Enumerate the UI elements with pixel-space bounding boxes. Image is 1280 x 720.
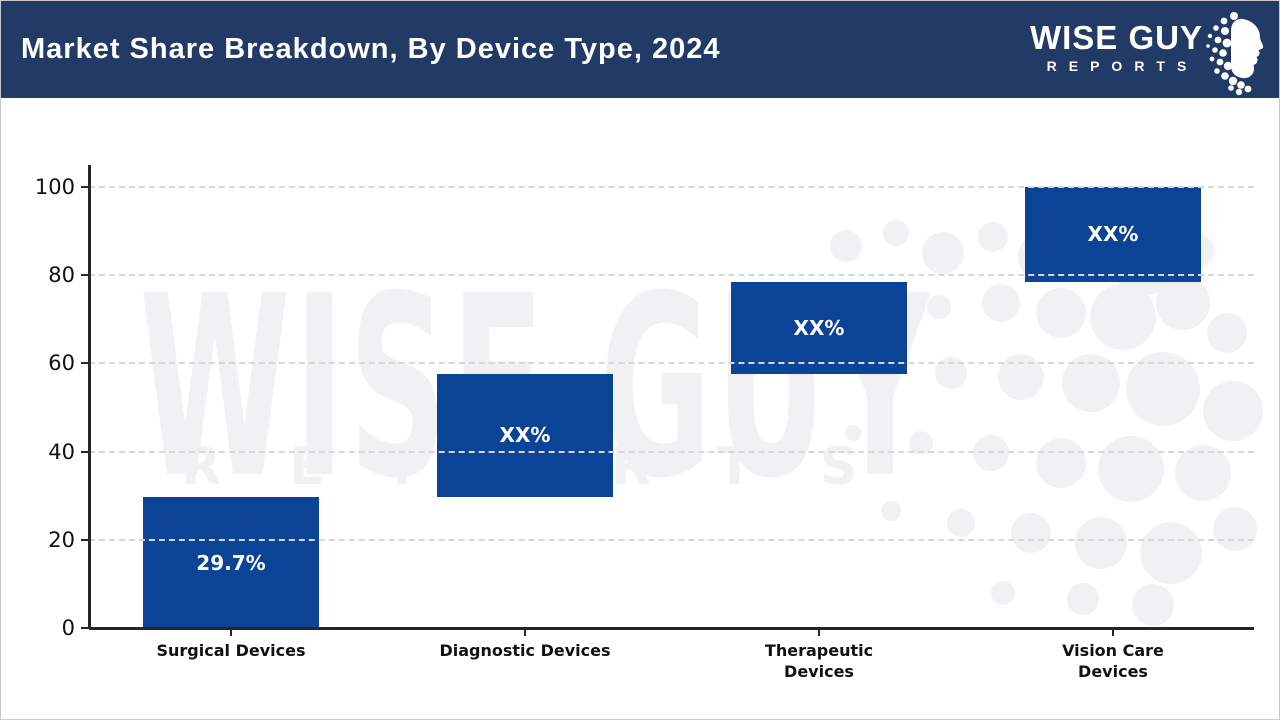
x-tick-label-line: Vision Care — [1062, 641, 1164, 660]
x-tick-label: Surgical Devices — [84, 640, 378, 661]
y-tick-mark — [81, 538, 88, 541]
x-tick-label-line: Diagnostic Devices — [439, 641, 611, 660]
x-tick-label-line: Therapeutic — [764, 641, 874, 660]
y-tick-label: 100 — [34, 175, 75, 199]
x-tick-label: Vision Care Devices — [966, 640, 1260, 682]
y-tick-mark — [81, 274, 88, 277]
bar-segment — [143, 497, 319, 628]
bar-value-label: XX% — [793, 315, 845, 340]
y-tick-label: 0 — [61, 616, 75, 640]
gridline — [89, 538, 1254, 541]
y-tick-label: 40 — [48, 439, 75, 464]
x-tick-label-line: Surgical Devices — [156, 641, 306, 660]
logo-subtitle: REPORTS — [1046, 58, 1199, 74]
y-tick-label: 60 — [48, 351, 75, 376]
gridline — [89, 362, 1254, 365]
y-tick-mark — [81, 450, 88, 453]
bar-value-label: XX% — [499, 423, 551, 448]
gridline — [89, 186, 1254, 188]
y-axis-spine — [88, 165, 91, 629]
bar-segment — [731, 281, 907, 374]
y-tick-mark — [81, 362, 88, 365]
x-tick-mark — [818, 629, 820, 636]
x-tick-label-line: Devices — [1078, 662, 1148, 681]
logo-text: WISE GUY REPORTS — [1029, 19, 1203, 75]
x-tick-mark — [1112, 629, 1114, 636]
bar-value-label: XX% — [1087, 222, 1139, 247]
gridline — [89, 274, 1254, 277]
bar-value-label: 29.7% — [196, 550, 266, 575]
y-tick-mark — [81, 186, 88, 188]
wise-guy-reports-logo: WISE GUY REPORTS — [1029, 7, 1269, 96]
gridline — [89, 450, 1254, 453]
bar-segment — [437, 373, 613, 497]
logo-head-icon — [1206, 12, 1264, 96]
x-tick-label: Diagnostic Devices — [378, 640, 672, 661]
y-tick-label: 80 — [48, 263, 75, 288]
x-tick-label-line: Devices — [784, 662, 854, 681]
logo-wordmark: WISE GUY — [1029, 19, 1203, 56]
x-axis-spine — [89, 627, 1254, 630]
header-band: Market Share Breakdown, By Device Type, … — [1, 1, 1279, 98]
x-tick-mark — [524, 629, 526, 636]
y-tick-label: 20 — [48, 527, 75, 552]
x-tick-mark — [230, 629, 232, 636]
bar-segment — [1025, 187, 1201, 282]
x-tick-label: Therapeutic Devices — [672, 640, 966, 682]
y-tick-mark — [81, 627, 88, 629]
page-title: Market Share Breakdown, By Device Type, … — [21, 33, 721, 65]
